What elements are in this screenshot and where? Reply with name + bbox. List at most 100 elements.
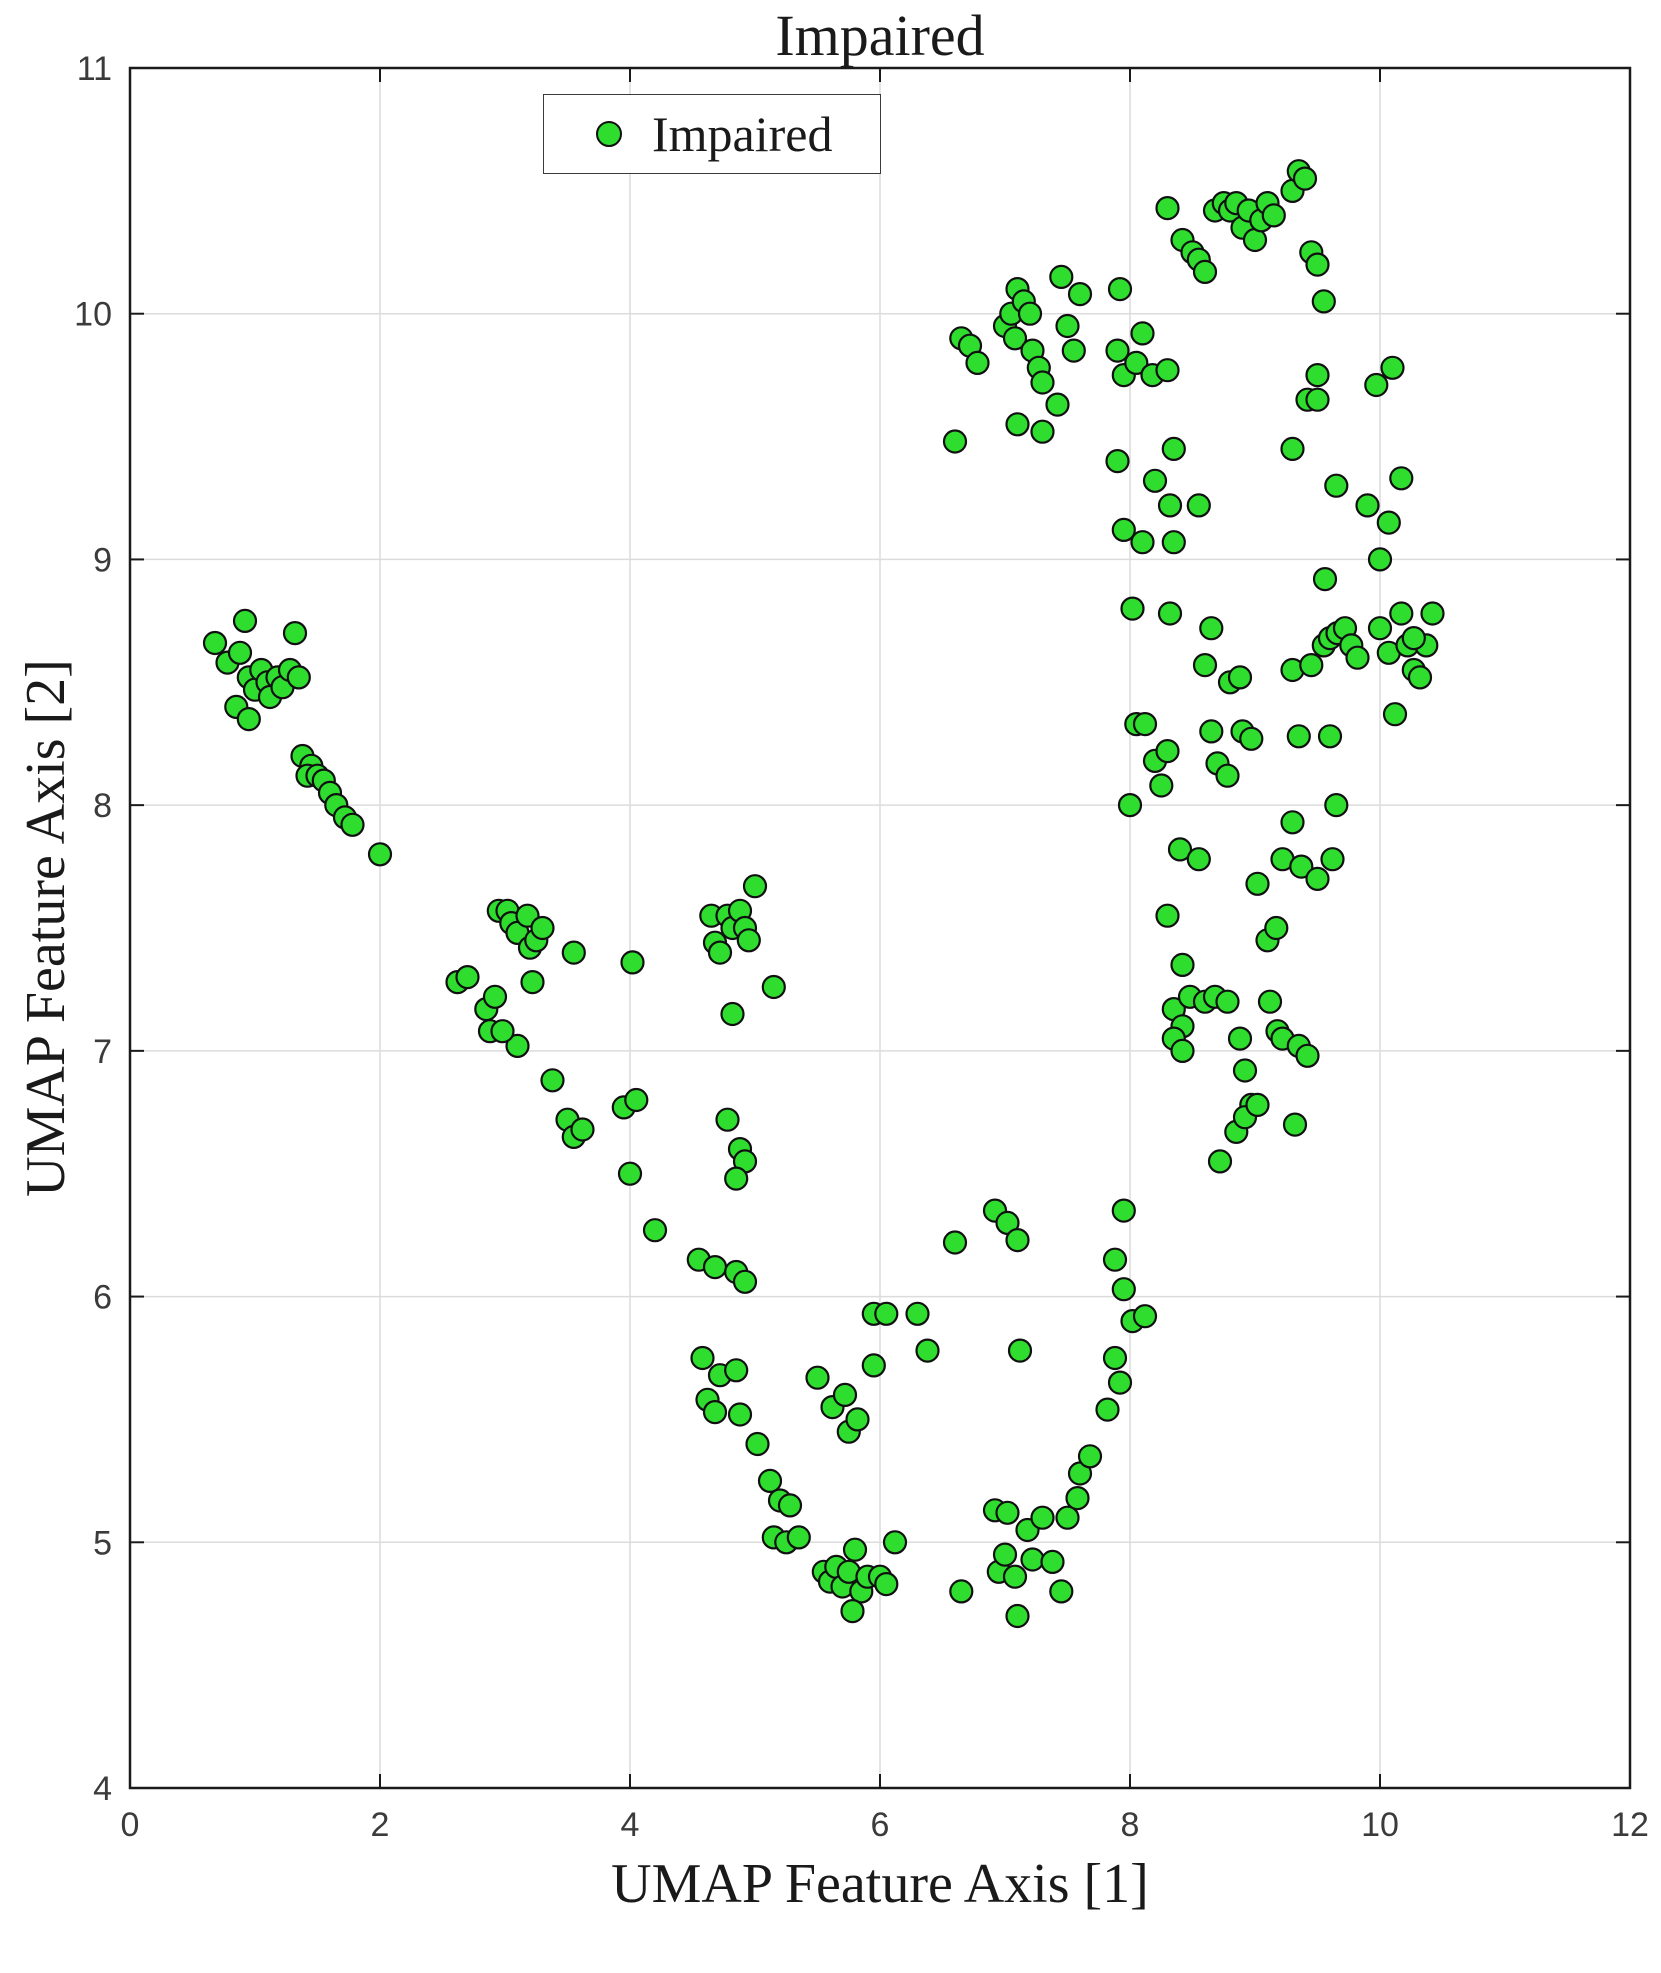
scatter-point xyxy=(1215,763,1240,788)
scatter-point xyxy=(720,1001,745,1027)
x-tick-label: 8 xyxy=(1121,1806,1140,1844)
legend-label: Impaired xyxy=(652,106,833,162)
scatter-point xyxy=(992,1542,1018,1567)
scatter-point xyxy=(1292,166,1318,191)
scatter-point xyxy=(1030,419,1055,444)
scatter-point xyxy=(742,874,768,899)
scatter-point xyxy=(995,1500,1020,1525)
scatter-point xyxy=(1055,313,1080,339)
scatter-point xyxy=(642,1218,668,1243)
scatter-point xyxy=(617,1161,643,1186)
scatter-point xyxy=(1227,1026,1253,1051)
scatter-point xyxy=(1376,510,1401,535)
scatter-point xyxy=(1295,1043,1320,1068)
scatter-point xyxy=(1065,1485,1090,1511)
scatter-point xyxy=(1199,719,1224,744)
scatter-point xyxy=(1161,530,1186,555)
scatter-point xyxy=(1207,1149,1233,1174)
scatter-point xyxy=(1420,601,1445,626)
y-tick-label: 5 xyxy=(93,1524,112,1562)
scatter-point xyxy=(1367,616,1393,641)
scatter-point xyxy=(1067,282,1093,307)
scatter-point xyxy=(1132,711,1158,737)
scatter-point xyxy=(786,1525,811,1550)
scatter-point xyxy=(1280,810,1305,835)
scatter-point xyxy=(842,1537,868,1562)
scatter-point xyxy=(1170,1038,1195,1064)
scatter-point xyxy=(1324,473,1349,498)
scatter-point xyxy=(845,1407,870,1432)
scatter-point xyxy=(727,1402,753,1427)
scatter-point xyxy=(1380,355,1405,380)
scatter-point xyxy=(340,812,365,837)
scatter-point xyxy=(874,1571,899,1597)
scatter-point xyxy=(1002,1564,1028,1589)
scatter-point xyxy=(1192,259,1218,284)
scatter-point xyxy=(1030,370,1055,395)
scatter-point xyxy=(1157,493,1183,518)
scatter-marker-icon xyxy=(596,121,622,147)
scatter-point xyxy=(620,950,645,975)
scatter-point xyxy=(367,842,393,867)
scatter-point xyxy=(1280,436,1305,461)
scatter-point xyxy=(1345,645,1370,670)
scatter-point xyxy=(490,1019,515,1044)
scatter-point xyxy=(777,1493,803,1518)
y-axis-label: UMAP Feature Axis [2] xyxy=(15,659,77,1197)
scatter-point xyxy=(1117,792,1143,818)
scatter-point xyxy=(1002,326,1028,351)
scatter-point xyxy=(745,1431,770,1457)
scatter-point xyxy=(1320,847,1345,872)
scatter-point xyxy=(1149,773,1174,798)
scatter-point xyxy=(505,1033,530,1059)
scatter-point xyxy=(702,1399,728,1425)
scatter-point xyxy=(1382,702,1408,727)
scatter-point xyxy=(561,940,586,965)
scatter-point xyxy=(732,1269,758,1294)
scatter-point xyxy=(805,1365,830,1390)
x-tick-label: 12 xyxy=(1611,1806,1649,1844)
y-tick-label: 6 xyxy=(93,1279,112,1317)
y-tick-label: 7 xyxy=(93,1033,112,1071)
scatter-point xyxy=(942,429,968,454)
scatter-point xyxy=(1167,837,1193,862)
scatter-point xyxy=(832,1382,858,1408)
scatter-point xyxy=(1215,989,1240,1014)
scatter-point xyxy=(1120,596,1145,621)
scatter-point xyxy=(236,706,261,732)
scatter-point xyxy=(1299,652,1324,678)
scatter-point xyxy=(1155,358,1180,383)
scatter-point xyxy=(1227,665,1253,690)
scatter-point xyxy=(1232,1058,1258,1083)
scatter-point xyxy=(1049,264,1074,289)
scatter-point xyxy=(227,640,253,665)
scatter-point xyxy=(1305,252,1330,277)
scatter-point xyxy=(942,1230,968,1255)
scatter-point xyxy=(1312,566,1338,592)
scatter-point xyxy=(1020,1547,1045,1572)
scatter-point xyxy=(1077,1444,1103,1469)
scatter-point xyxy=(1045,392,1070,417)
scatter-point xyxy=(1282,1112,1308,1137)
chart-title: Impaired xyxy=(775,3,985,68)
scatter-point xyxy=(624,1087,649,1113)
scatter-point xyxy=(1105,449,1130,474)
scatter-point xyxy=(1142,468,1168,493)
x-tick-label: 4 xyxy=(621,1806,640,1844)
scatter-point xyxy=(724,1358,749,1383)
scatter-point xyxy=(1049,1579,1074,1604)
scatter-point xyxy=(949,1579,974,1604)
scatter-point xyxy=(736,928,761,953)
scatter-point xyxy=(1102,1247,1128,1272)
x-tick-label: 2 xyxy=(371,1806,390,1844)
scatter-point xyxy=(1317,724,1343,749)
scatter-point xyxy=(1111,1277,1136,1302)
scatter-point xyxy=(1367,547,1393,572)
scatter-point xyxy=(965,350,990,375)
scatter-point xyxy=(1286,724,1311,749)
x-tick-label: 6 xyxy=(871,1806,890,1844)
y-tick-label: 10 xyxy=(74,296,112,334)
scatter-point xyxy=(1155,903,1180,928)
scatter-point xyxy=(1017,301,1043,326)
